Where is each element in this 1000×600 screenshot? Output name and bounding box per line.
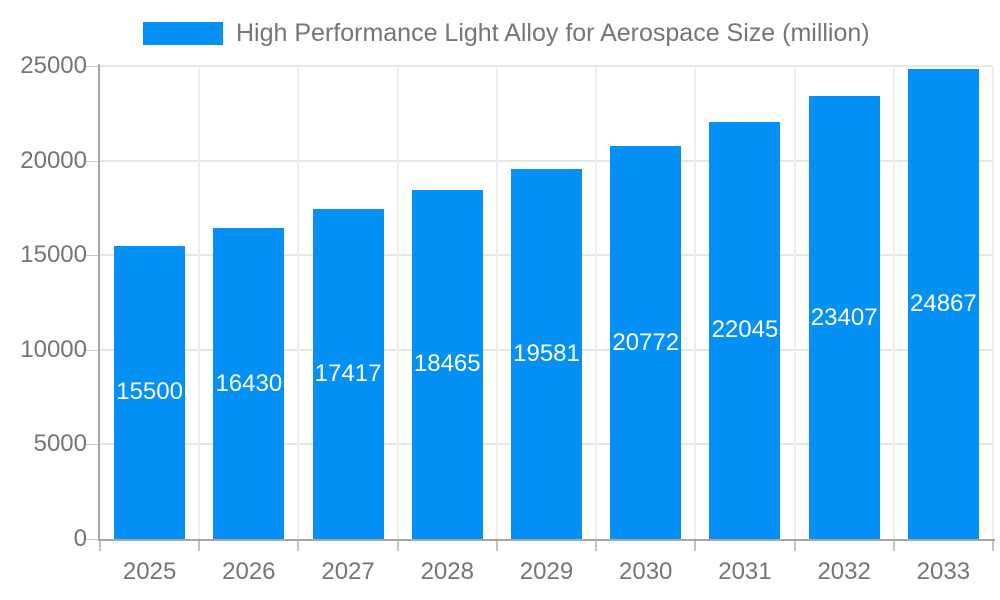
bar[interactable]: 19581 (511, 168, 582, 539)
y-tick-mark (86, 539, 98, 540)
bar-value-label: 24867 (910, 289, 977, 317)
x-axis-tick-label: 2030 (619, 558, 673, 585)
bar[interactable]: 18465 (411, 189, 483, 539)
x-axis-line (98, 539, 995, 541)
bar[interactable]: 16430 (213, 228, 285, 539)
y-axis-tick-label: 10000 (20, 335, 87, 363)
y-tick-mark (86, 66, 98, 67)
bar-value-label: 15500 (116, 378, 183, 406)
gridline-v (793, 66, 796, 539)
y-axis-line (98, 64, 100, 541)
bar[interactable]: 22045 (709, 121, 781, 539)
bar-value-label: 23407 (810, 303, 878, 331)
gridline-v (495, 66, 498, 539)
bar[interactable]: 20772 (610, 146, 682, 539)
gridline-v (892, 66, 895, 539)
x-axis-tick-label: 2032 (817, 558, 871, 585)
x-axis-tick-label: 2027 (321, 558, 375, 585)
x-tick-mark (694, 541, 697, 551)
x-axis-tick-label: 2033 (916, 558, 971, 585)
x-tick-mark (992, 541, 994, 551)
legend[interactable]: High Performance Light Alloy for Aerospa… (143, 19, 870, 48)
y-tick-mark (86, 160, 98, 162)
bar[interactable]: 23407 (808, 96, 880, 539)
y-axis-tick-label: 5000 (33, 430, 87, 458)
gridline-v (694, 66, 697, 539)
x-tick-mark (892, 541, 895, 551)
bar-value-label: 20772 (612, 328, 680, 356)
bar[interactable]: 24867 (907, 68, 979, 539)
x-axis-tick-label: 2026 (222, 558, 276, 585)
legend-swatch-icon (143, 22, 223, 45)
gridline-h (100, 65, 993, 67)
bar[interactable]: 15500 (114, 245, 186, 539)
x-tick-mark (198, 541, 201, 551)
x-axis-tick-label: 2025 (122, 558, 177, 585)
x-tick-mark (99, 541, 101, 551)
y-axis-tick-label: 25000 (20, 52, 87, 79)
plot-area: 0 5000 10000 15000 20000 25000 2025 15500 2026 16… (20, 52, 994, 585)
gridline-v (198, 66, 201, 539)
gridline-h (100, 159, 993, 162)
y-tick-mark (86, 444, 98, 446)
bar-value-label: 22045 (711, 316, 779, 344)
legend-label: High Performance Light Alloy for Aerospa… (236, 19, 870, 47)
gridline-v (297, 66, 300, 539)
bar-value-label: 18465 (413, 350, 481, 378)
x-tick-mark (793, 541, 796, 551)
y-tick-mark (86, 349, 98, 351)
y-tick-mark (86, 255, 98, 257)
bar-value-label: 19581 (513, 339, 580, 367)
y-axis-tick-label: 20000 (20, 146, 87, 174)
x-axis-tick-label: 2028 (420, 558, 474, 585)
gridline-v (396, 66, 399, 539)
bar-value-label: 17417 (314, 360, 382, 388)
bar[interactable]: 17417 (312, 209, 384, 539)
y-axis-tick-label: 0 (73, 525, 87, 552)
y-axis-tick-label: 15000 (20, 241, 87, 269)
gridline-v (595, 66, 598, 539)
x-tick-mark (595, 541, 598, 551)
x-axis-tick-label: 2031 (718, 558, 772, 585)
bar-value-label: 16430 (215, 369, 283, 397)
x-tick-mark (495, 541, 498, 551)
x-tick-mark (297, 541, 300, 551)
x-axis-tick-label: 2029 (519, 558, 574, 585)
x-tick-mark (396, 541, 399, 551)
gridline-v (992, 66, 994, 539)
